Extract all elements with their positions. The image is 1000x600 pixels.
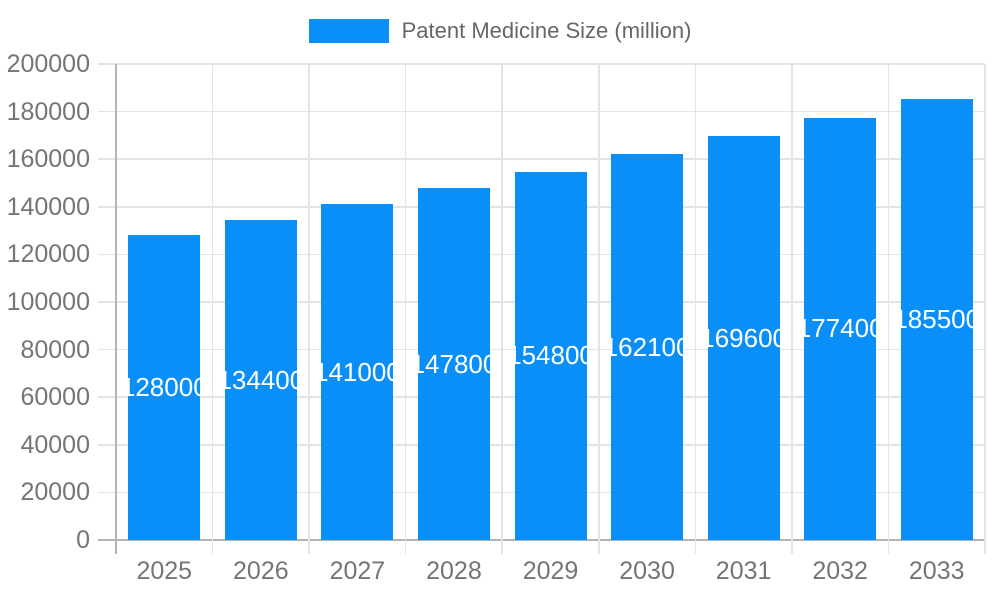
chart-legend[interactable]: Patent Medicine Size (million) [0, 17, 1000, 45]
x-gridline [791, 64, 793, 554]
x-gridline [887, 64, 890, 554]
bar-value-label: 162100 [611, 331, 683, 362]
y-tick-label: 0 [76, 526, 90, 554]
x-gridline [501, 64, 503, 554]
x-gridline [404, 64, 407, 554]
bar[interactable]: 134400 [224, 220, 297, 540]
x-tick-label: 2025 [136, 557, 193, 585]
x-gridline [598, 64, 600, 554]
x-tick-label: 2033 [908, 557, 965, 585]
bar[interactable]: 162100 [611, 154, 684, 540]
y-tick-label: 40000 [20, 430, 90, 459]
y-tick-label: 200000 [6, 50, 90, 78]
x-gridline [694, 64, 697, 554]
y-gridline [98, 110, 985, 113]
bar[interactable]: 141000 [321, 204, 394, 540]
legend-swatch [308, 19, 389, 43]
bar-value-label: 128000 [128, 372, 200, 403]
legend-label: Patent Medicine Size (million) [401, 18, 692, 43]
x-tick-label: 2032 [812, 557, 868, 585]
bar[interactable]: 128000 [128, 235, 201, 540]
x-gridline [211, 64, 214, 554]
bar[interactable]: 169600 [707, 136, 780, 540]
bar[interactable]: 185500 [900, 98, 973, 540]
x-axis-line [98, 539, 985, 541]
x-tick-label: 2027 [329, 557, 386, 585]
bar[interactable]: 147800 [417, 188, 490, 540]
y-tick-label: 20000 [20, 478, 90, 507]
x-gridline [984, 64, 986, 554]
y-tick-label: 140000 [6, 192, 90, 221]
bar[interactable]: 177400 [804, 117, 877, 540]
x-gridline [308, 64, 310, 554]
bar-value-label: 185500 [901, 303, 973, 334]
bar-value-label: 141000 [321, 356, 393, 387]
y-gridline [98, 63, 985, 65]
y-gridline [98, 158, 985, 160]
y-tick-label: 120000 [6, 240, 90, 269]
y-tick-label: 180000 [6, 97, 90, 126]
y-tick-label: 60000 [20, 383, 90, 412]
y-tick-label: 80000 [20, 335, 90, 364]
y-tick-label: 100000 [6, 288, 90, 316]
x-tick-label: 2029 [522, 557, 579, 585]
y-tick-label: 160000 [6, 145, 90, 174]
x-tick-label: 2026 [233, 557, 289, 585]
x-tick-label: 2031 [715, 557, 772, 585]
y-axis-line [115, 64, 117, 554]
bar-value-label: 154800 [515, 340, 587, 371]
x-tick-label: 2028 [426, 557, 482, 585]
bar-value-label: 177400 [804, 313, 876, 344]
bar-value-label: 147800 [418, 348, 490, 379]
bar-value-label: 169600 [708, 322, 780, 353]
bar[interactable]: 154800 [514, 171, 587, 540]
bar-value-label: 134400 [225, 364, 297, 395]
x-tick-label: 2030 [619, 557, 675, 585]
